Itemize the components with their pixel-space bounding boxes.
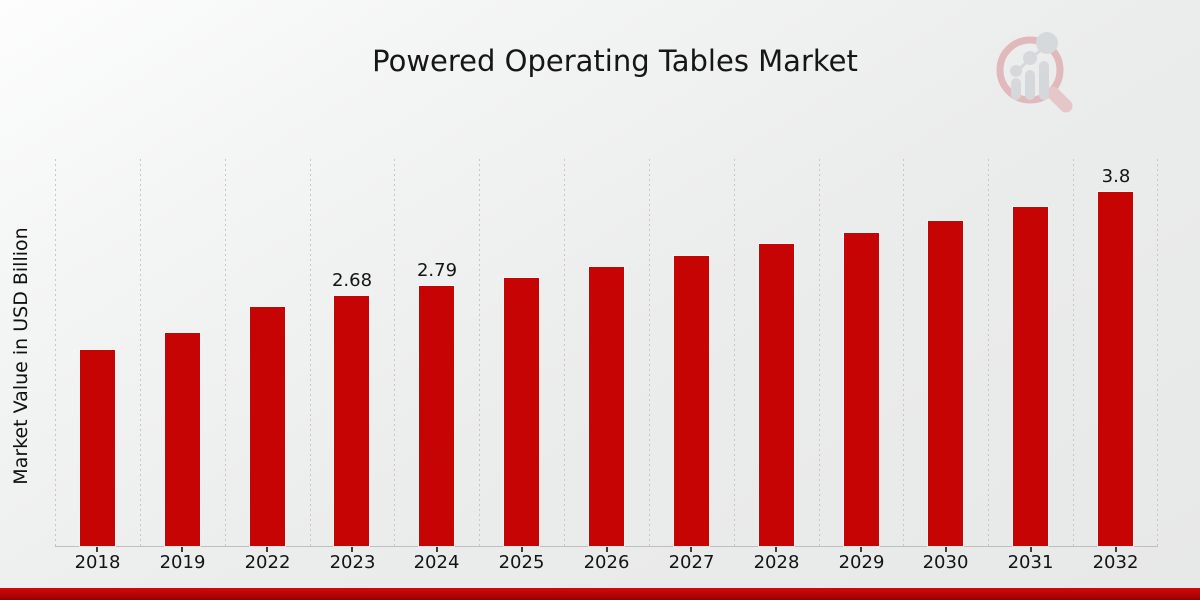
gridline: [225, 159, 226, 546]
bar-value-label: 2.68: [331, 270, 373, 291]
x-axis-tick: [1030, 547, 1032, 552]
x-axis-tick: [945, 547, 947, 552]
bar-2031: [1013, 207, 1048, 546]
gridline: [55, 159, 56, 546]
gridline: [819, 159, 820, 546]
gridline: [903, 159, 904, 546]
bar-2023: [334, 296, 369, 546]
x-tick-label-2019: 2019: [159, 552, 206, 573]
bar-2025: [504, 278, 539, 546]
x-tick-label-2031: 2031: [1007, 552, 1054, 573]
x-axis-labels: 2018 2019 2022 2023 2024 2025 2026 2027 2028 2029…: [55, 552, 1158, 576]
x-axis-tick: [181, 547, 183, 552]
gridline: [734, 159, 735, 546]
x-axis-tick: [351, 547, 353, 552]
bar-2030: [928, 221, 963, 546]
gridline: [140, 159, 141, 546]
bar-2026: [589, 267, 624, 546]
gridline: [310, 159, 311, 546]
x-tick-label-2023: 2023: [329, 552, 376, 573]
bar-2018: [80, 350, 115, 546]
mrfr-logo-icon: [996, 32, 1073, 113]
x-axis-tick: [690, 547, 692, 552]
x-tick-label-2030: 2030: [922, 552, 969, 573]
bar-value-label: 2.79: [416, 260, 458, 281]
x-axis-tick: [1115, 547, 1117, 552]
y-axis-label: Market Value in USD Billion: [10, 227, 32, 485]
bar-value-label: 3.8: [1101, 166, 1131, 187]
x-tick-label-2024: 2024: [413, 552, 460, 573]
x-axis-tick: [436, 547, 438, 552]
x-axis-tick: [521, 547, 523, 552]
bar-2024: [419, 286, 454, 546]
bar-2019: [165, 333, 200, 546]
bar-2027: [674, 256, 709, 546]
bar-2032: [1098, 192, 1133, 546]
footer-accent-bar: [0, 588, 1200, 600]
plot-area: 2.68 2.79 3.8: [55, 159, 1158, 552]
x-tick-label-2018: 2018: [74, 552, 121, 573]
x-axis-tick: [96, 547, 98, 552]
bar-2029: [844, 233, 879, 546]
x-tick-label-2025: 2025: [498, 552, 545, 573]
x-tick-label-2028: 2028: [753, 552, 800, 573]
gridline: [394, 159, 395, 546]
gridline: [1157, 159, 1158, 546]
gridline: [649, 159, 650, 546]
x-axis-tick: [266, 547, 268, 552]
gridline: [479, 159, 480, 546]
x-axis-tick: [775, 547, 777, 552]
x-tick-label-2032: 2032: [1092, 552, 1139, 573]
x-tick-label-2022: 2022: [244, 552, 291, 573]
x-tick-label-2027: 2027: [668, 552, 715, 573]
chart-title: Powered Operating Tables Market: [372, 44, 858, 78]
bar-2022: [250, 307, 285, 546]
x-axis-tick: [606, 547, 608, 552]
x-tick-label-2029: 2029: [838, 552, 885, 573]
gridline: [564, 159, 565, 546]
gridline: [1073, 159, 1074, 546]
x-tick-label-2026: 2026: [583, 552, 630, 573]
x-axis-tick: [860, 547, 862, 552]
gridline: [988, 159, 989, 546]
bar-2028: [759, 244, 794, 546]
